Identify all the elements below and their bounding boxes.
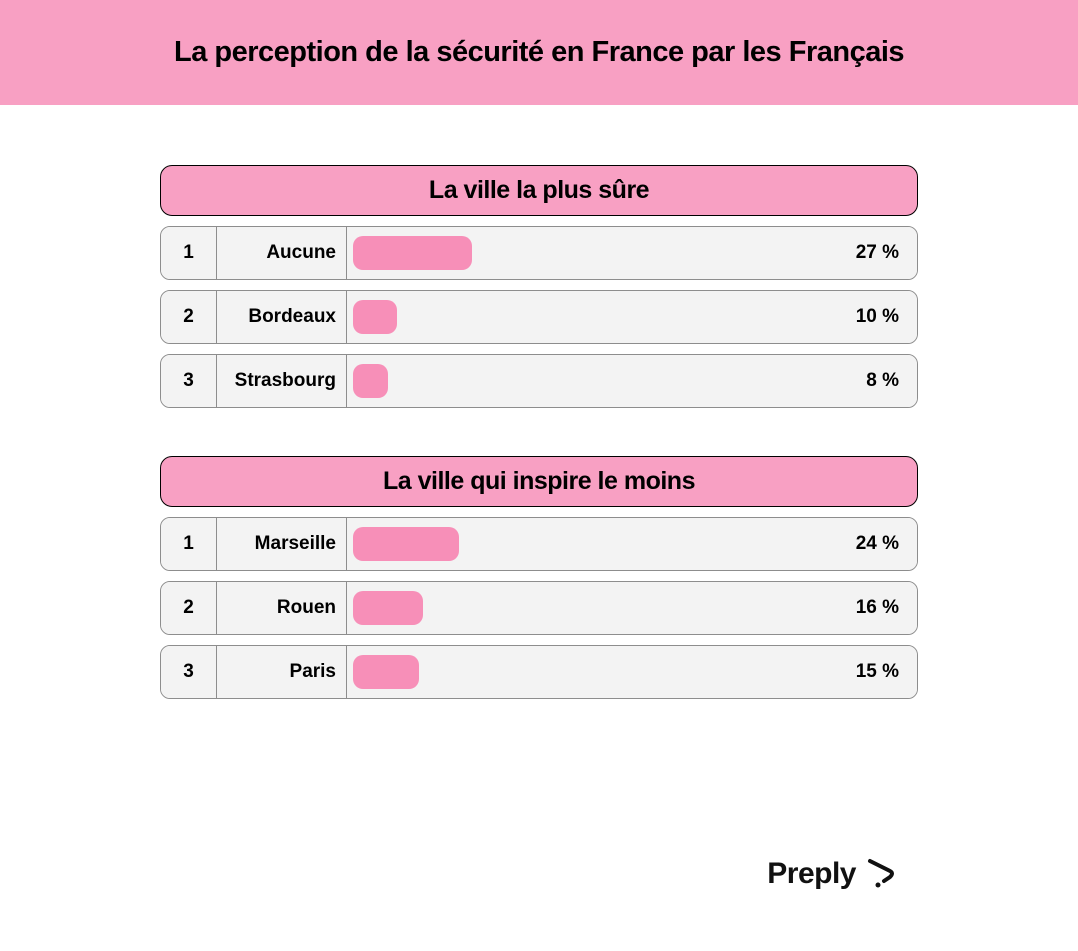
value-cell: 15 % (827, 646, 917, 698)
bar-cell (347, 646, 827, 698)
label-cell: Bordeaux (217, 291, 347, 343)
bar (353, 236, 472, 270)
header-banner: La perception de la sécurité en France p… (0, 0, 1078, 105)
bar (353, 591, 423, 625)
label-cell: Aucune (217, 227, 347, 279)
sections-container: La ville la plus sûre1Aucune27 %2Bordeau… (160, 165, 918, 699)
bar (353, 364, 388, 398)
value-cell: 10 % (827, 291, 917, 343)
section-header: La ville qui inspire le moins (160, 456, 918, 507)
bar-cell (347, 518, 827, 570)
table-row: 1Aucune 27 % (160, 226, 918, 280)
label-cell: Paris (217, 646, 347, 698)
bar-cell (347, 355, 827, 407)
rank-cell: 1 (161, 227, 217, 279)
table-row: 3Paris 15 % (160, 645, 918, 699)
value-cell: 16 % (827, 582, 917, 634)
bar-cell (347, 582, 827, 634)
value-cell: 8 % (827, 355, 917, 407)
logo-icon (864, 857, 898, 891)
rank-cell: 2 (161, 291, 217, 343)
rank-cell: 1 (161, 518, 217, 570)
value-cell: 24 % (827, 518, 917, 570)
value-cell: 27 % (827, 227, 917, 279)
table-row: 3Strasbourg 8 % (160, 354, 918, 408)
table-row: 2Rouen 16 % (160, 581, 918, 635)
chart-section: La ville qui inspire le moins1Marseille2… (160, 456, 918, 699)
rank-cell: 3 (161, 646, 217, 698)
label-cell: Rouen (217, 582, 347, 634)
label-cell: Marseille (217, 518, 347, 570)
bar (353, 527, 459, 561)
rank-cell: 3 (161, 355, 217, 407)
bar (353, 655, 419, 689)
section-header: La ville la plus sûre (160, 165, 918, 216)
chart-section: La ville la plus sûre 1Aucune 27 % 2Bordeau… (160, 165, 918, 408)
bar (353, 300, 397, 334)
label-cell: Strasbourg (217, 355, 347, 407)
logo: Preply (767, 857, 898, 891)
bar-cell (347, 227, 827, 279)
bar-cell (347, 291, 827, 343)
table-row: 1Marseille 24 % (160, 517, 918, 571)
logo-text: Preply (767, 857, 856, 891)
page-title: La perception de la sécurité en France p… (20, 36, 1058, 69)
rank-cell: 2 (161, 582, 217, 634)
table-row: 2Bordeaux 10 % (160, 290, 918, 344)
content-area: La ville la plus sûre1Aucune27 %2Bordeau… (0, 105, 1078, 699)
